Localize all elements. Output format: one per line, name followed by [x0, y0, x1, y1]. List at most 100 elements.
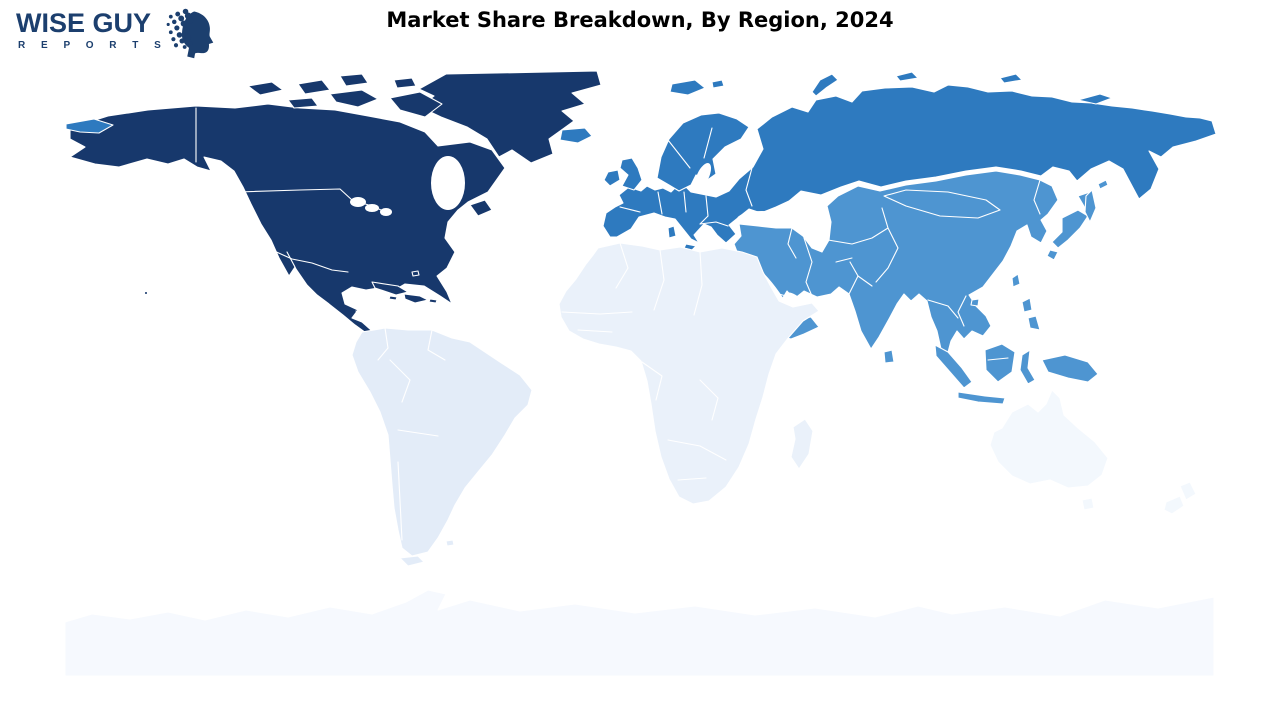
region-philippines-mindanao — [1027, 315, 1041, 331]
border-us-mexico — [271, 249, 349, 273]
region-falkland-islands — [445, 539, 455, 547]
region-sakhalin — [1084, 189, 1097, 223]
region-cuba — [371, 281, 409, 296]
logo-subtitle: R E P O R T S — [18, 40, 168, 51]
region-jamaica — [388, 295, 398, 301]
region-sardinia — [667, 225, 677, 239]
region-africa-mainland — [558, 242, 820, 505]
border-france-germany — [657, 191, 663, 215]
region-new-guinea — [1041, 354, 1099, 383]
border-china-west — [875, 227, 899, 283]
border-south-africa — [677, 477, 707, 481]
region-north-america-mainland — [69, 103, 506, 343]
border-borneo-malaysia — [987, 357, 1009, 361]
border-france-spain — [619, 206, 641, 213]
region-novaya-zemlya — [811, 73, 839, 97]
region-south-america-mainland — [351, 327, 533, 557]
region-arctic-island — [329, 89, 379, 108]
border-libya-egypt — [693, 251, 703, 316]
region-arctic-island — [247, 81, 284, 96]
region-hawaii — [143, 290, 149, 296]
border-norway-sweden — [667, 139, 691, 169]
border-east-africa — [699, 379, 719, 421]
region-arctic-russian-island — [999, 73, 1023, 84]
persian-gulf — [786, 292, 806, 308]
region-wrangel-island — [1077, 93, 1113, 105]
region-europe-russia-mainland — [602, 84, 1217, 244]
region-ireland — [603, 169, 621, 187]
border-india-north — [857, 275, 873, 287]
border-poland-ukraine — [699, 195, 709, 225]
region-hispaniola — [403, 293, 429, 304]
border-peru-brazil — [389, 359, 411, 403]
border-balkans — [699, 221, 729, 227]
region-sumatra — [934, 344, 973, 389]
border-europe-russia — [745, 167, 753, 207]
region-arctic-island — [287, 97, 319, 109]
border-sahel-1 — [561, 311, 633, 315]
border-bolivia — [397, 429, 439, 437]
region-new-zealand-south — [1163, 495, 1185, 515]
border-venezuela-brazil — [427, 329, 446, 361]
region-iceland — [559, 127, 593, 144]
region-svalbard — [669, 79, 706, 96]
border-china-korea — [1033, 179, 1041, 215]
border-congo — [641, 361, 663, 401]
region-arctic-russian-island — [895, 71, 919, 82]
page-title: Market Share Breakdown, By Region, 2024 — [386, 8, 894, 32]
region-japan-honshu — [1051, 209, 1089, 249]
border-chile-argentina — [397, 461, 403, 541]
border-algeria-libya — [653, 249, 665, 311]
border-germany-poland — [683, 191, 687, 213]
hudson-bay — [431, 156, 465, 210]
region-chukotka-wrap — [65, 118, 114, 134]
black-sea — [737, 211, 787, 227]
region-borneo — [984, 343, 1016, 383]
region-antarctica — [64, 589, 1215, 677]
region-sri-lanka — [883, 349, 895, 364]
border-us-canada — [237, 188, 391, 215]
great-lake — [365, 204, 379, 212]
border-turkey-iran — [787, 227, 797, 259]
region-tierra-del-fuego — [399, 555, 425, 567]
border-sahel-2 — [577, 329, 613, 333]
border-morocco-algeria — [615, 242, 629, 289]
border-colombia — [377, 327, 389, 361]
region-svalbard-east — [711, 79, 725, 89]
region-kuril-island — [1097, 179, 1109, 190]
region-arctic-island — [393, 77, 417, 89]
region-tasmania — [1081, 497, 1095, 511]
region-arctic-island — [297, 79, 331, 95]
logo-text: WISE GUY R E P O R T S — [16, 8, 168, 52]
region-australia — [989, 389, 1109, 489]
border-kazakhstan-south — [827, 207, 889, 245]
logo-wordmark: WISE GUY — [16, 8, 152, 38]
wise-guy-reports-logo: WISE GUY R E P O R T S — [16, 8, 215, 64]
region-japan-kyushu — [1046, 249, 1059, 261]
region-taiwan — [1011, 273, 1021, 288]
region-java — [957, 391, 1006, 405]
border-iran-east — [803, 237, 813, 297]
border-thailand — [927, 299, 959, 319]
region-great-britain — [619, 157, 643, 191]
region-arctic-island — [339, 73, 369, 87]
region-puerto-rico — [428, 298, 438, 304]
region-madagascar — [790, 418, 814, 470]
head-profile-dots-icon — [166, 8, 214, 59]
region-baffin-island — [389, 91, 443, 118]
region-sulawesi — [1019, 349, 1036, 385]
border-mongolia — [883, 189, 1001, 219]
border-vietnam-laos — [957, 295, 967, 327]
region-new-zealand-north — [1179, 481, 1197, 501]
border-afghanistan — [835, 257, 853, 263]
region-bahamas — [411, 270, 420, 277]
region-newfoundland — [469, 199, 493, 217]
border-sweden-finland — [703, 127, 713, 159]
region-scandinavia — [656, 112, 750, 192]
border-southern-africa — [667, 439, 727, 461]
region-hainan — [970, 298, 980, 307]
region-philippines-luzon — [1021, 297, 1033, 313]
